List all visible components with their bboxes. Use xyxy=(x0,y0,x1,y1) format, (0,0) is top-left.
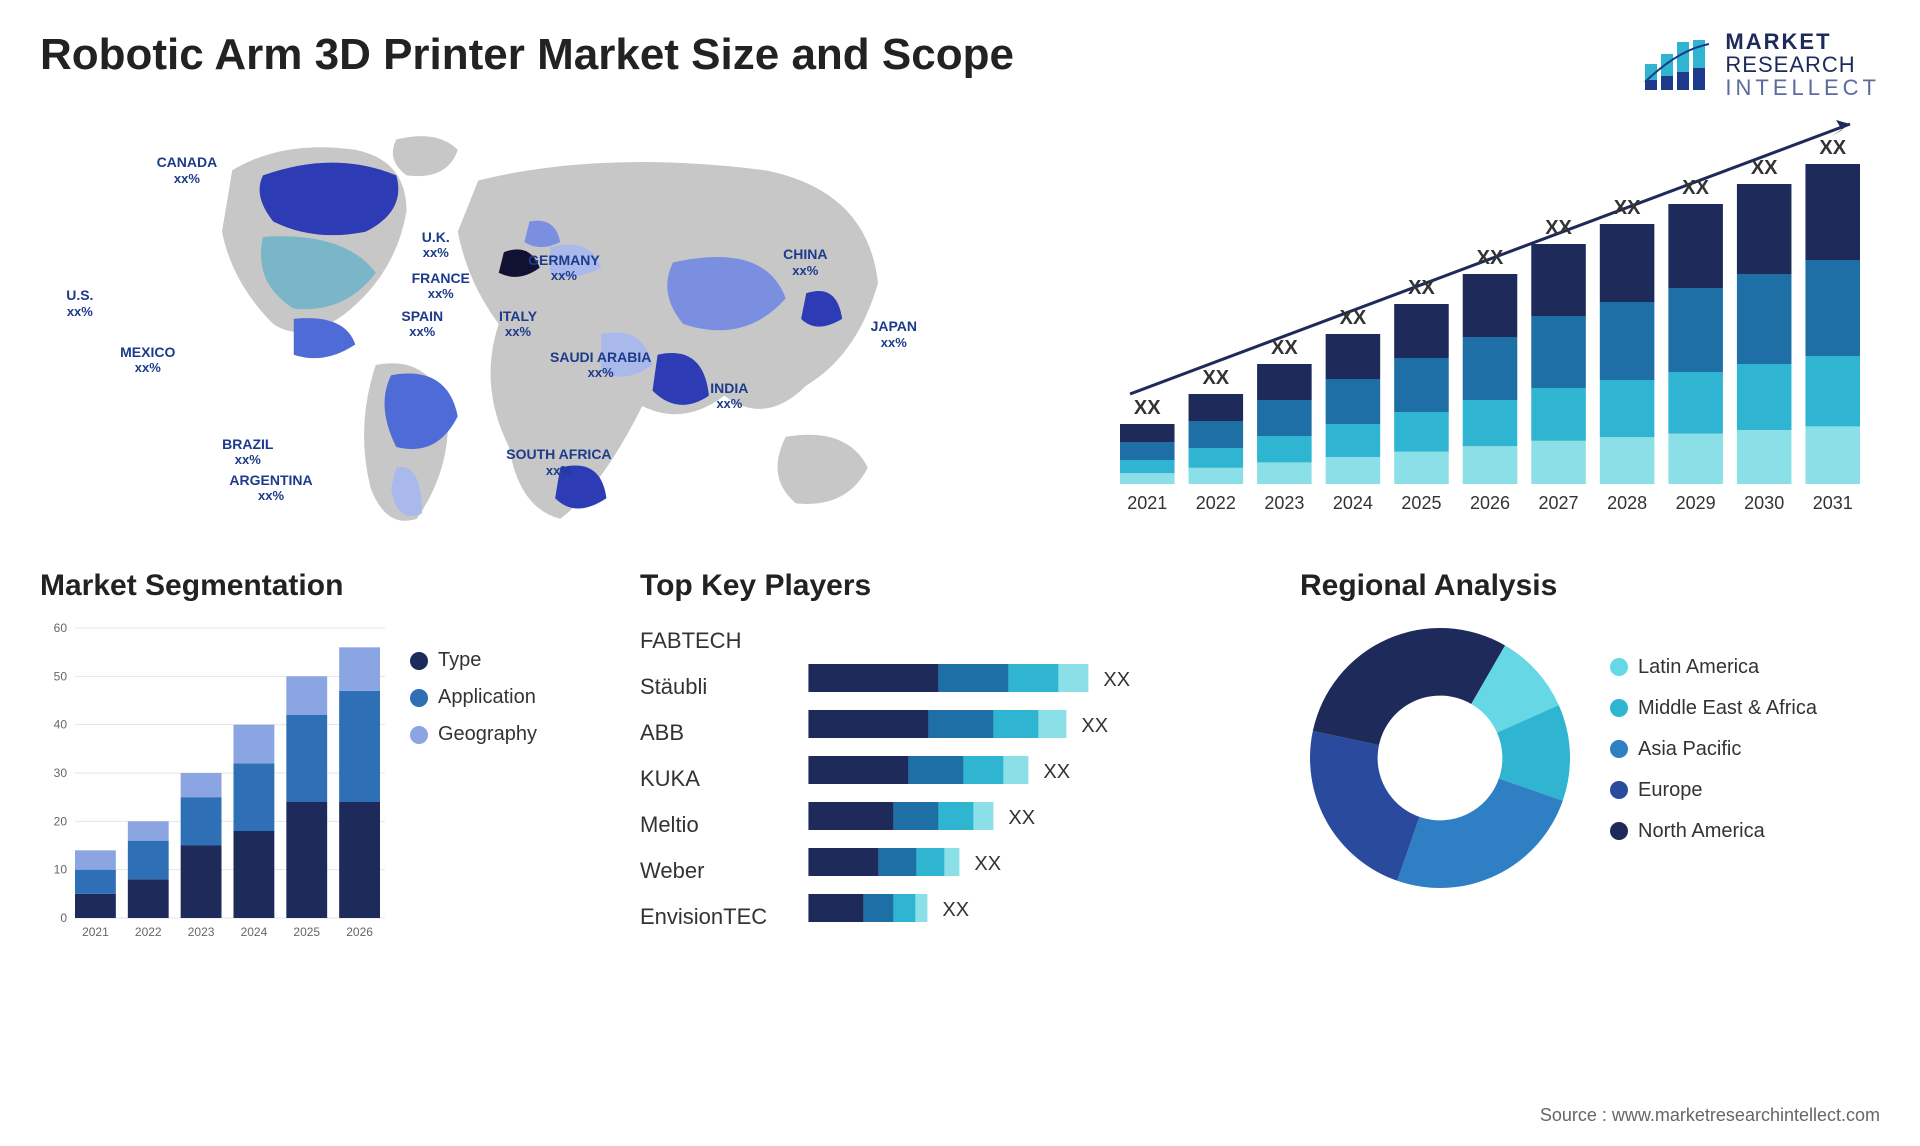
segmentation-chart: 0 10 20 30 40 50 60 2021 2022 2023 2024 2025 2026 xyxy=(40,618,390,958)
growth-chart: XX 2021 XX 2022 XX 2023 XX 2024 XX 2025 XX 2026 XX 20… xyxy=(1100,119,1880,529)
players-header-label: FABTECH xyxy=(640,618,767,664)
svg-text:XX: XX xyxy=(943,899,970,921)
map-label: FRANCExx% xyxy=(412,271,470,302)
svg-text:XX: XX xyxy=(1545,217,1572,239)
svg-text:XX: XX xyxy=(1408,277,1435,299)
map-label: ITALYxx% xyxy=(499,309,537,340)
player-name: Meltio xyxy=(640,802,767,848)
player-name: Stäubli xyxy=(640,664,767,710)
logo-bars-icon xyxy=(1643,40,1713,90)
regional-legend: Latin America Middle East & Africa Asia Pa… xyxy=(1610,656,1817,861)
map-label: SPAINxx% xyxy=(401,309,443,340)
svg-text:XX: XX xyxy=(975,853,1002,875)
svg-text:XX: XX xyxy=(1751,157,1778,179)
svg-text:XX: XX xyxy=(1134,397,1161,419)
map-label: MEXICOxx% xyxy=(120,345,175,376)
svg-text:50: 50 xyxy=(54,670,68,684)
map-label: SAUDI ARABIAxx% xyxy=(550,350,651,381)
players-bars: XX XX XX XX XX XX xyxy=(787,618,1260,948)
player-name: EnvisionTEC xyxy=(640,894,767,940)
svg-text:XX: XX xyxy=(1271,337,1298,359)
map-label: GERMANYxx% xyxy=(528,253,600,284)
map-label: JAPANxx% xyxy=(871,319,917,350)
player-name: Weber xyxy=(640,848,767,894)
page-title: Robotic Arm 3D Printer Market Size and S… xyxy=(40,30,1014,80)
svg-text:2026: 2026 xyxy=(346,925,373,939)
regional-title: Regional Analysis xyxy=(1300,569,1880,603)
logo-line3: INTELLECT xyxy=(1725,76,1880,99)
legend-item: Application xyxy=(410,686,537,709)
legend-item: Type xyxy=(410,649,537,672)
logo-line2: RESEARCH xyxy=(1725,53,1880,76)
legend-item: Europe xyxy=(1610,779,1817,802)
player-name: KUKA xyxy=(640,756,767,802)
regional-donut xyxy=(1300,618,1580,898)
source-label: Source : xyxy=(1540,1105,1607,1125)
svg-text:XX: XX xyxy=(1682,177,1709,199)
svg-text:2022: 2022 xyxy=(135,925,162,939)
svg-text:XX: XX xyxy=(1104,669,1131,691)
map-label: ARGENTINAxx% xyxy=(229,473,312,504)
svg-text:XX: XX xyxy=(1340,307,1367,329)
players-name-list: FABTECHStäubliABBKUKAMeltioWeberEnvision… xyxy=(640,618,767,948)
segmentation-legend: Type Application Geography xyxy=(410,649,537,760)
legend-item: North America xyxy=(1610,820,1817,843)
svg-text:XX: XX xyxy=(1202,367,1229,389)
regional-panel: Regional Analysis Latin America Middle Ea… xyxy=(1300,569,1880,999)
svg-text:10: 10 xyxy=(54,863,68,877)
svg-text:30: 30 xyxy=(54,766,68,780)
map-label: CANADAxx% xyxy=(157,155,218,186)
svg-text:2021: 2021 xyxy=(1127,493,1167,513)
legend-item: Geography xyxy=(410,723,537,746)
map-label: U.K.xx% xyxy=(422,230,450,261)
svg-text:2027: 2027 xyxy=(1539,493,1579,513)
svg-text:20: 20 xyxy=(54,815,68,829)
svg-text:2025: 2025 xyxy=(1401,493,1441,513)
svg-text:XX: XX xyxy=(1819,137,1846,159)
brand-logo: MARKET RESEARCH INTELLECT xyxy=(1643,30,1880,99)
legend-item: Latin America xyxy=(1610,656,1817,679)
source-credit: Source : www.marketresearchintellect.com xyxy=(1540,1105,1880,1126)
svg-text:2025: 2025 xyxy=(293,925,320,939)
svg-text:40: 40 xyxy=(54,718,68,732)
legend-item: Middle East & Africa xyxy=(1610,697,1817,720)
legend-item: Asia Pacific xyxy=(1610,738,1817,761)
svg-text:2028: 2028 xyxy=(1607,493,1647,513)
player-name: ABB xyxy=(640,710,767,756)
map-label: BRAZILxx% xyxy=(222,437,273,468)
svg-text:XX: XX xyxy=(1477,247,1504,269)
svg-text:2030: 2030 xyxy=(1744,493,1784,513)
svg-text:2031: 2031 xyxy=(1813,493,1853,513)
svg-text:2021: 2021 xyxy=(82,925,109,939)
key-players-panel: Top Key Players FABTECHStäubliABBKUKAMel… xyxy=(640,569,1260,999)
segmentation-panel: Market Segmentation 0 10 20 30 40 50 60 2021 202… xyxy=(40,569,600,999)
map-label: CHINAxx% xyxy=(783,247,827,278)
svg-text:60: 60 xyxy=(54,621,68,635)
svg-text:2022: 2022 xyxy=(1196,493,1236,513)
svg-text:0: 0 xyxy=(60,911,67,925)
map-label: INDIAxx% xyxy=(710,381,748,412)
svg-text:XX: XX xyxy=(1082,715,1109,737)
svg-text:2023: 2023 xyxy=(188,925,215,939)
svg-text:XX: XX xyxy=(1009,807,1036,829)
source-url: www.marketresearchintellect.com xyxy=(1612,1105,1880,1125)
map-label: U.S.xx% xyxy=(66,288,93,319)
key-players-title: Top Key Players xyxy=(640,569,1260,603)
segmentation-title: Market Segmentation xyxy=(40,569,600,603)
svg-text:XX: XX xyxy=(1044,761,1071,783)
svg-text:2029: 2029 xyxy=(1676,493,1716,513)
svg-text:2024: 2024 xyxy=(241,925,268,939)
svg-text:XX: XX xyxy=(1614,197,1641,219)
svg-text:2024: 2024 xyxy=(1333,493,1373,513)
svg-text:2023: 2023 xyxy=(1264,493,1304,513)
world-map-panel: CANADAxx% U.S.xx% MEXICOxx% BRAZILxx% ARGENT… xyxy=(40,119,1060,529)
logo-line1: MARKET xyxy=(1725,30,1880,53)
map-label: SOUTH AFRICAxx% xyxy=(506,447,611,478)
growth-chart-panel: XX 2021 XX 2022 XX 2023 XX 2024 XX 2025 XX 2026 XX 20… xyxy=(1100,119,1880,529)
svg-text:2026: 2026 xyxy=(1470,493,1510,513)
